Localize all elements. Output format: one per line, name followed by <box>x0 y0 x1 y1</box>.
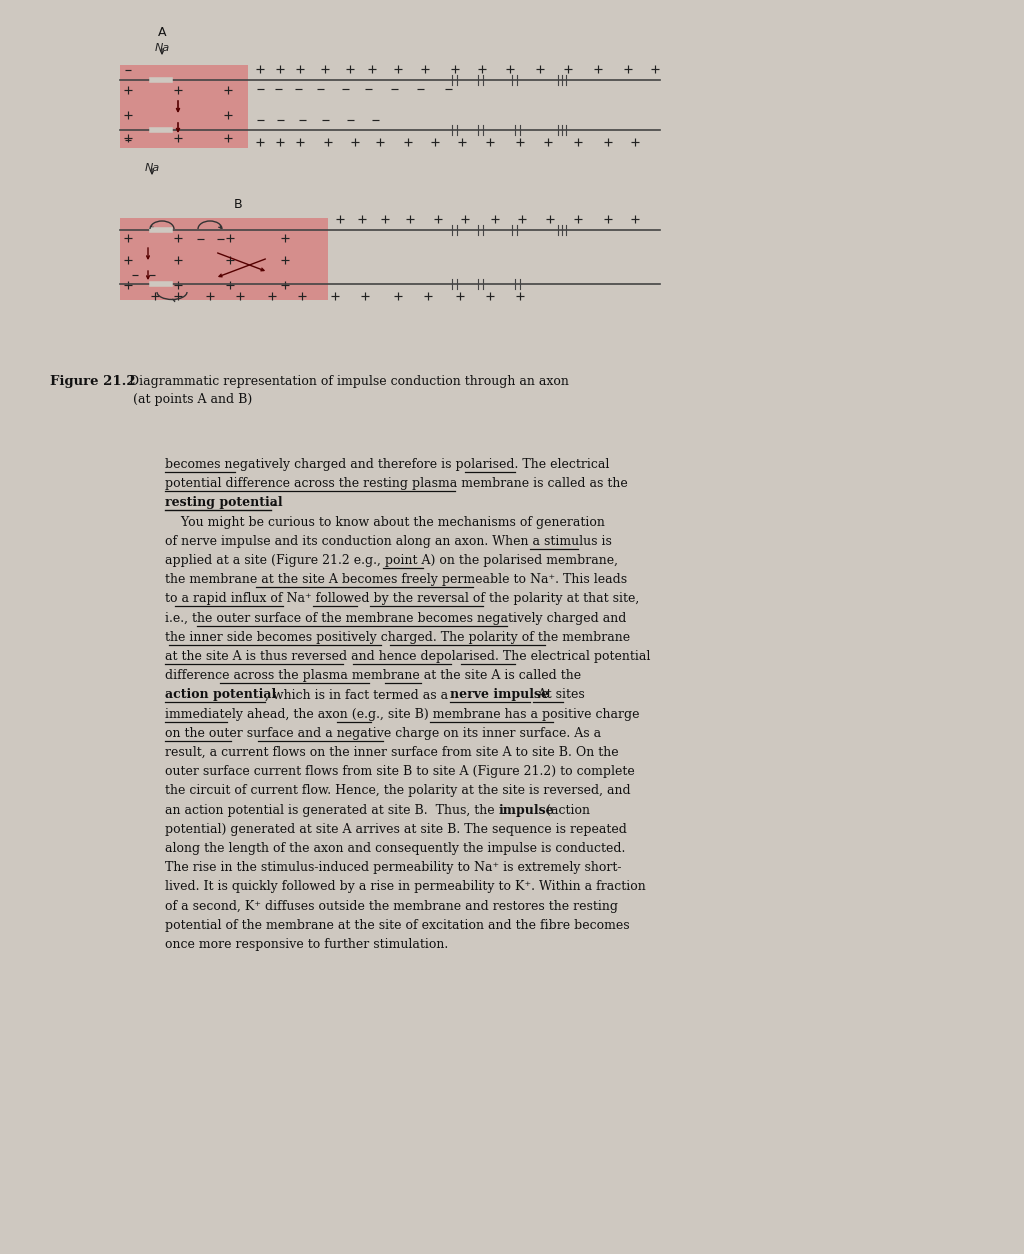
Text: applied at a site (Figure 21.2 e.g., point A) on the polarised membrane,: applied at a site (Figure 21.2 e.g., poi… <box>165 554 618 567</box>
Text: (at points A and B): (at points A and B) <box>133 393 252 406</box>
Text: becomes negatively charged and therefore is polarised. The electrical: becomes negatively charged and therefore… <box>165 458 609 472</box>
Text: resting potential: resting potential <box>165 497 283 509</box>
Text: difference across the plasma membrane at the site A is called the: difference across the plasma membrane at… <box>165 670 582 682</box>
Text: . At sites: . At sites <box>530 688 585 701</box>
Text: potential of the membrane at the site of excitation and the fibre becomes: potential of the membrane at the site of… <box>165 919 630 932</box>
Text: Na: Na <box>155 43 170 53</box>
Text: on the outer surface and a negative charge on its inner surface. As a: on the outer surface and a negative char… <box>165 727 601 740</box>
Text: Diagrammatic representation of impulse conduction through an axon: Diagrammatic representation of impulse c… <box>125 375 569 387</box>
Text: B: B <box>233 198 243 212</box>
Text: along the length of the axon and consequently the impulse is conducted.: along the length of the axon and consequ… <box>165 841 626 855</box>
Text: You might be curious to know about the mechanisms of generation: You might be curious to know about the m… <box>165 515 605 529</box>
Text: outer surface current flows from site B to site A (Figure 21.2) to complete: outer surface current flows from site B … <box>165 765 635 779</box>
Text: once more responsive to further stimulation.: once more responsive to further stimulat… <box>165 938 449 951</box>
Text: at the site A is thus reversed and hence depolarised. The electrical potential: at the site A is thus reversed and hence… <box>165 650 650 663</box>
Text: action potential: action potential <box>165 688 276 701</box>
Text: to a rapid influx of Na⁺ followed by the reversal of the polarity at that site,: to a rapid influx of Na⁺ followed by the… <box>165 592 639 606</box>
Text: Figure 21.2: Figure 21.2 <box>50 375 135 387</box>
Text: nerve impulse: nerve impulse <box>450 688 549 701</box>
Text: the circuit of current flow. Hence, the polarity at the site is reversed, and: the circuit of current flow. Hence, the … <box>165 785 631 798</box>
Text: an action potential is generated at site B.  Thus, the: an action potential is generated at site… <box>165 804 499 816</box>
Text: lived. It is quickly followed by a rise in permeability to K⁺. Within a fraction: lived. It is quickly followed by a rise … <box>165 880 646 893</box>
Text: .: . <box>272 497 276 509</box>
Text: the membrane at the site A becomes freely permeable to Na⁺. This leads: the membrane at the site A becomes freel… <box>165 573 627 586</box>
Text: , which is in fact termed as a: , which is in fact termed as a <box>265 688 453 701</box>
Text: of nerve impulse and its conduction along an axon. When a stimulus is: of nerve impulse and its conduction alon… <box>165 534 612 548</box>
Text: the inner side becomes positively charged. The polarity of the membrane: the inner side becomes positively charge… <box>165 631 630 643</box>
Text: potential) generated at site A arrives at site B. The sequence is repeated: potential) generated at site A arrives a… <box>165 823 627 836</box>
Text: of a second, K⁺ diffuses outside the membrane and restores the resting: of a second, K⁺ diffuses outside the mem… <box>165 899 618 913</box>
Text: The rise in the stimulus-induced permeability to Na⁺ is extremely short-: The rise in the stimulus-induced permeab… <box>165 861 622 874</box>
Text: i.e., the outer surface of the membrane becomes negatively charged and: i.e., the outer surface of the membrane … <box>165 612 627 624</box>
Text: immediately ahead, the axon (e.g., site B) membrane has a positive charge: immediately ahead, the axon (e.g., site … <box>165 707 640 721</box>
Text: (action: (action <box>542 804 590 816</box>
Bar <box>120 218 328 300</box>
Text: result, a current flows on the inner surface from site A to site B. On the: result, a current flows on the inner sur… <box>165 746 618 759</box>
Text: A: A <box>158 25 166 39</box>
Text: Na: Na <box>144 163 160 173</box>
Text: impulse: impulse <box>499 804 555 816</box>
Text: potential difference across the resting plasma membrane is called as the: potential difference across the resting … <box>165 478 628 490</box>
Bar <box>120 65 248 148</box>
